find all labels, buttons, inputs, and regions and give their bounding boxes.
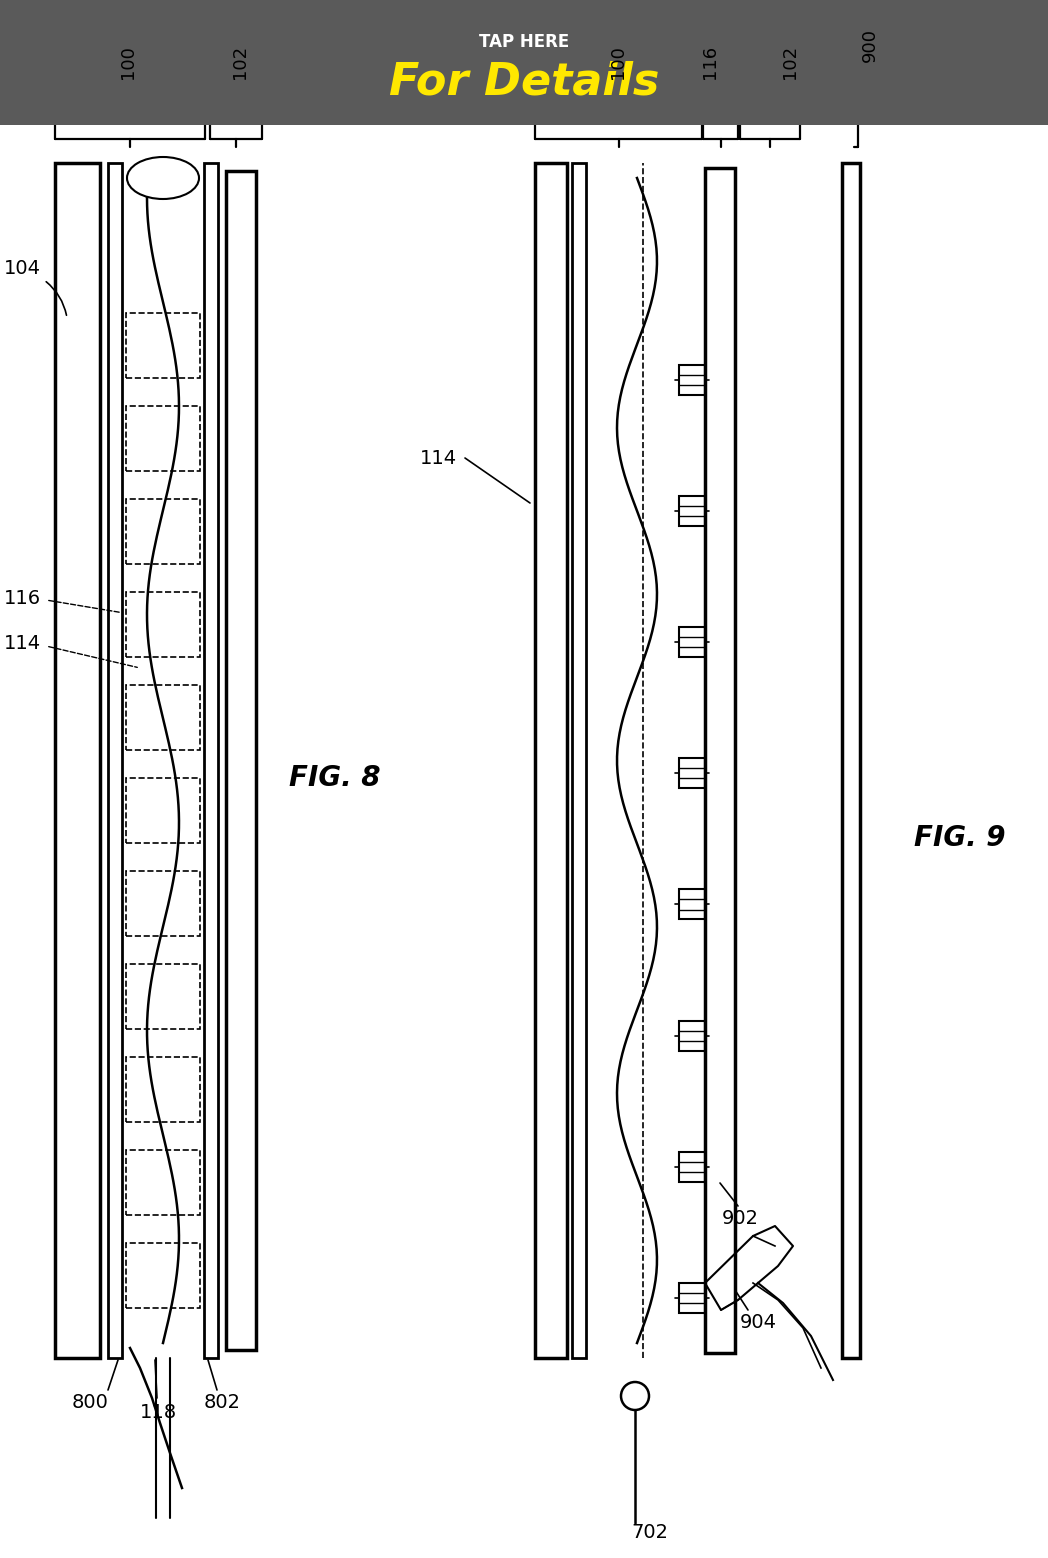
Text: 800: 800 <box>71 1393 108 1413</box>
Text: 102: 102 <box>231 45 249 79</box>
Bar <box>126 1056 200 1122</box>
Bar <box>572 164 586 1359</box>
Bar <box>705 168 735 1352</box>
Text: 100: 100 <box>609 45 627 79</box>
Bar <box>226 171 256 1349</box>
Bar <box>679 628 705 657</box>
Bar <box>534 164 567 1359</box>
Text: 114: 114 <box>419 449 457 467</box>
Bar <box>108 164 122 1359</box>
Bar <box>126 592 200 657</box>
Bar <box>204 164 218 1359</box>
Bar <box>679 890 705 919</box>
Bar <box>126 1150 200 1215</box>
Bar <box>679 1282 705 1313</box>
Bar <box>126 407 200 471</box>
Text: For Details: For Details <box>389 61 659 103</box>
Bar <box>54 164 100 1359</box>
Bar <box>126 777 200 843</box>
Bar <box>126 686 200 749</box>
Text: 114: 114 <box>3 634 41 653</box>
Text: 116: 116 <box>701 45 719 79</box>
Text: FIG. 9: FIG. 9 <box>914 824 1006 852</box>
Bar <box>842 164 860 1359</box>
Bar <box>126 964 200 1028</box>
Bar <box>679 1020 705 1050</box>
Bar <box>679 759 705 788</box>
Text: 802: 802 <box>203 1393 240 1413</box>
Text: 904: 904 <box>740 1313 777 1332</box>
Bar <box>679 365 705 394</box>
Text: TAP HERE: TAP HERE <box>479 33 569 51</box>
Text: 116: 116 <box>3 589 41 608</box>
Bar <box>679 495 705 527</box>
Text: 900: 900 <box>861 28 879 62</box>
Bar <box>0 0 1048 125</box>
Text: 702: 702 <box>632 1524 669 1542</box>
Bar <box>126 871 200 936</box>
Text: 100: 100 <box>119 45 137 79</box>
Text: FIG. 8: FIG. 8 <box>289 763 380 791</box>
Bar <box>126 499 200 564</box>
Bar <box>679 1151 705 1183</box>
Bar <box>126 313 200 379</box>
Text: 902: 902 <box>721 1209 759 1228</box>
Text: 102: 102 <box>781 45 799 79</box>
Text: 118: 118 <box>139 1404 176 1422</box>
Bar <box>126 1243 200 1309</box>
Text: 104: 104 <box>3 259 41 277</box>
